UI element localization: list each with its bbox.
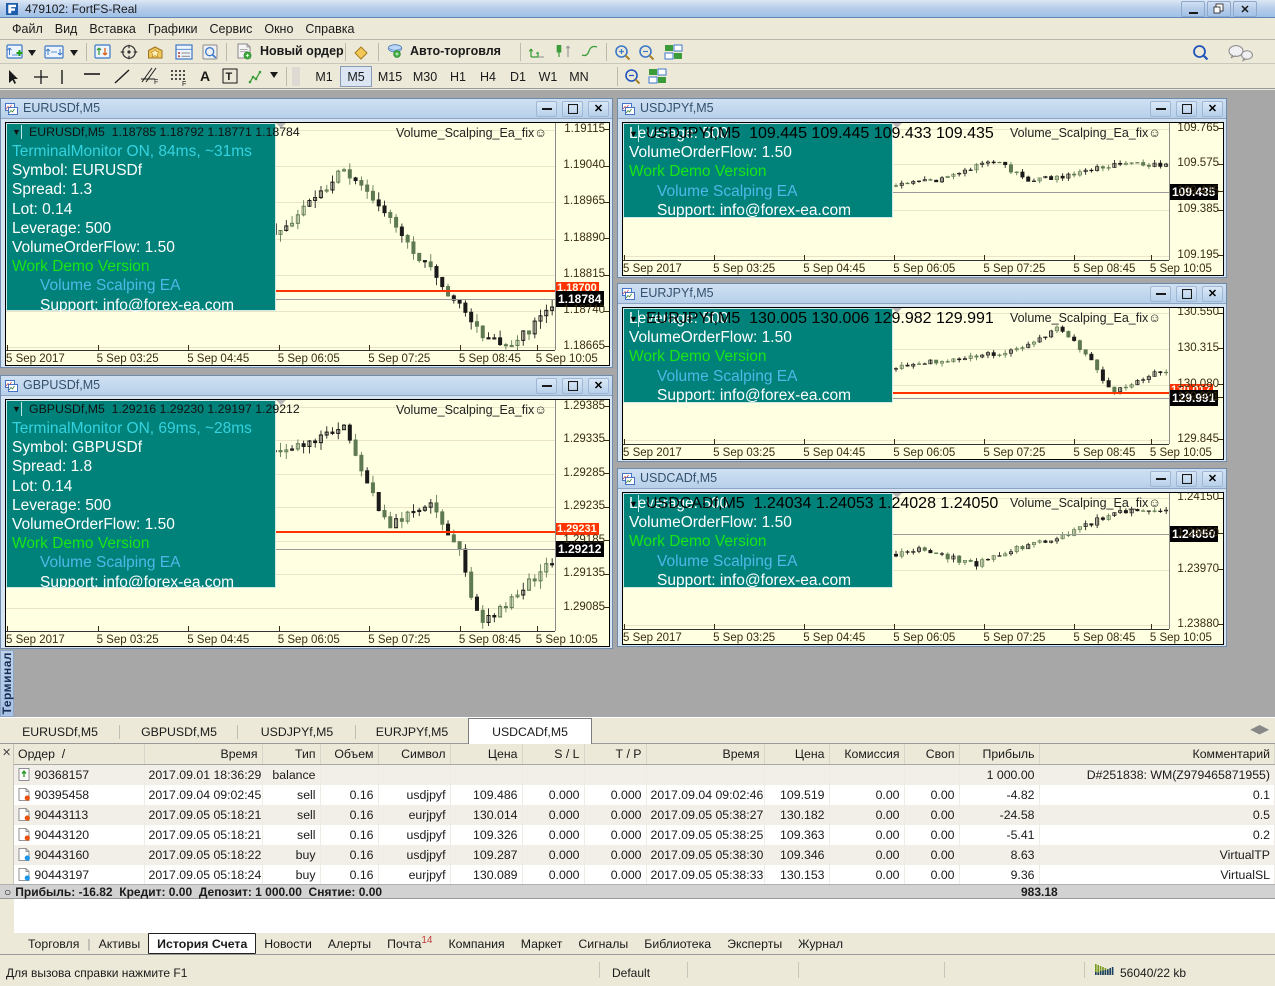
svg-text:T: T <box>226 71 233 83</box>
svg-text:F: F <box>182 81 186 87</box>
svg-text:F: F <box>154 79 158 85</box>
